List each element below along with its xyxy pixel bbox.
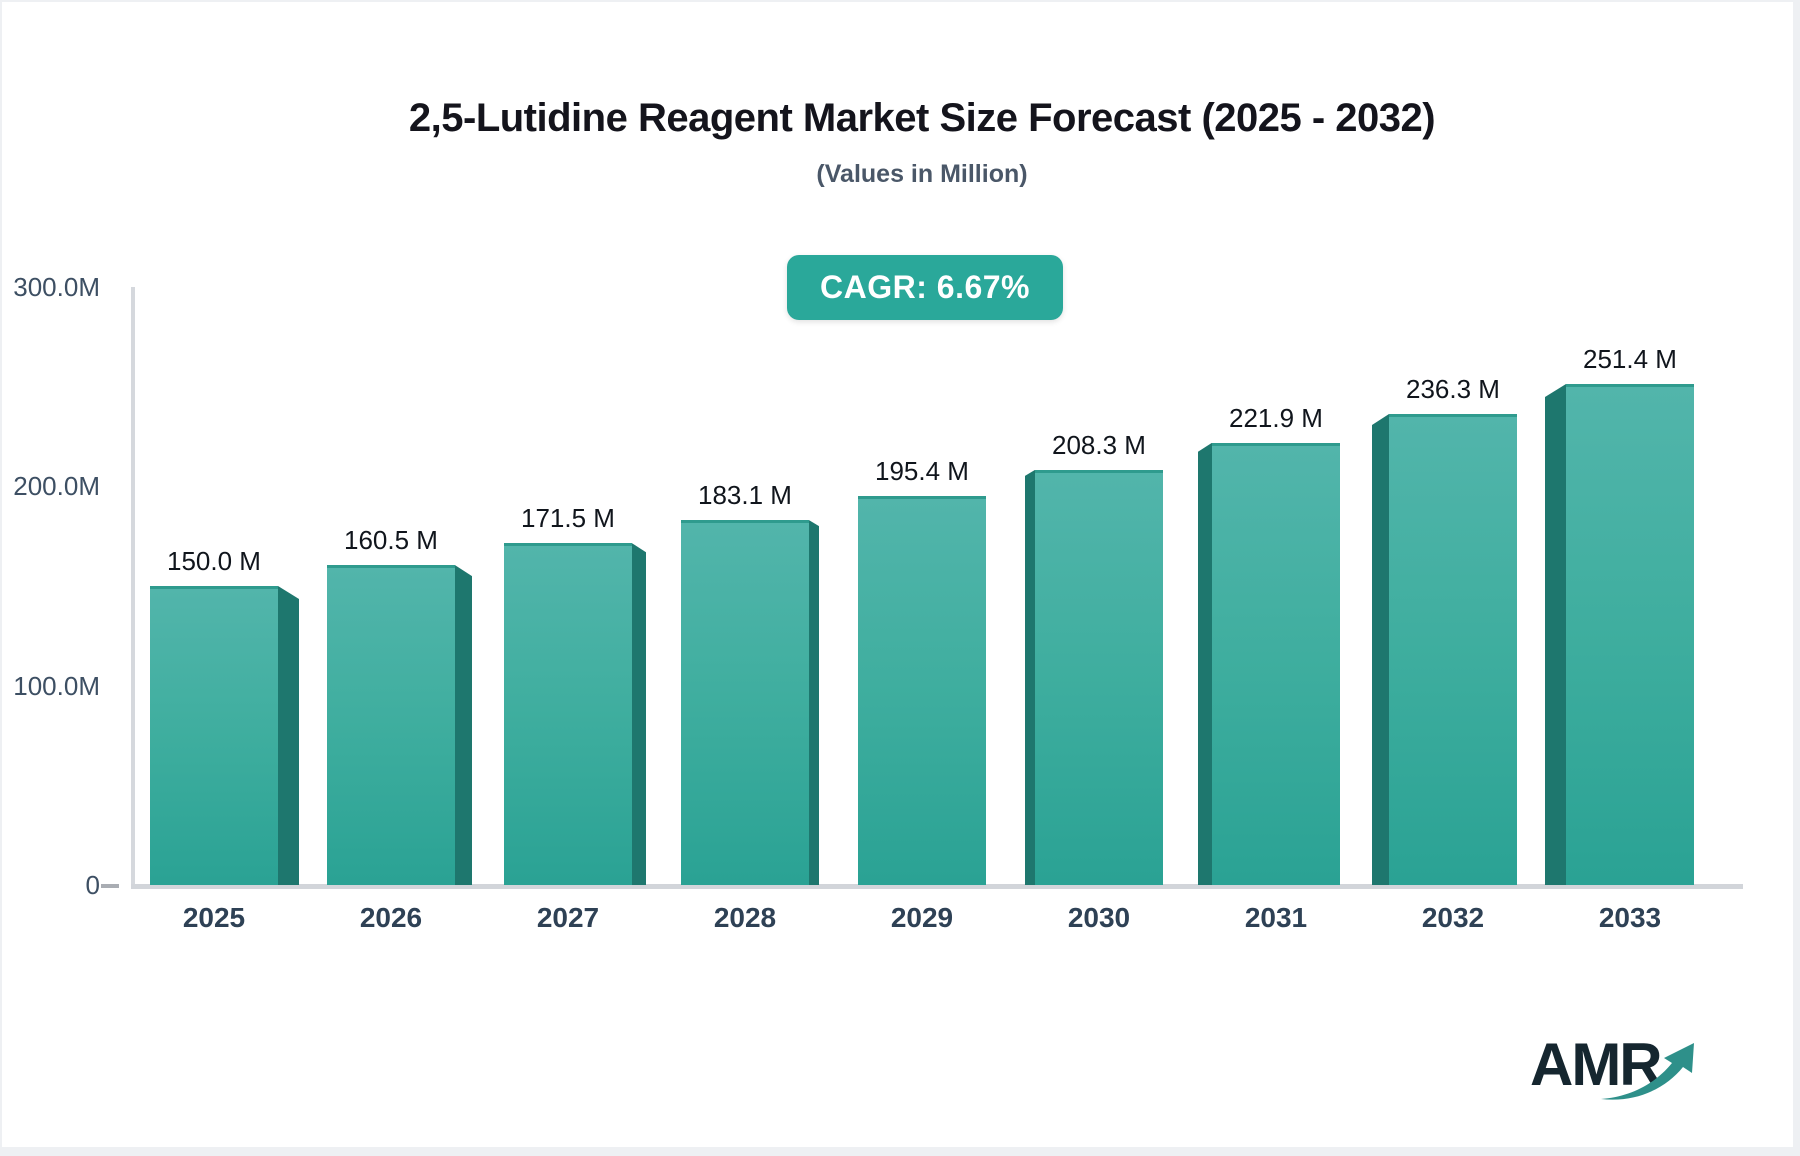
bar-side-2032 xyxy=(1372,414,1389,885)
bar-2027 xyxy=(504,543,632,885)
bar-side-2026 xyxy=(455,565,472,885)
bar-value-label-2032: 236.3 M xyxy=(1406,374,1500,405)
bar-side-2033 xyxy=(1545,383,1566,885)
x-axis-label-2031: 2031 xyxy=(1244,902,1308,933)
amr-logo-text: AMR xyxy=(1530,1031,1663,1098)
zero-tick-mark xyxy=(101,884,119,888)
bar-2029 xyxy=(858,495,986,885)
bar-side-2027 xyxy=(632,543,646,885)
cagr-badge-label: CAGR: 6.67% xyxy=(820,269,1030,305)
bar-value-label-2026: 160.5 M xyxy=(344,525,438,556)
x-axis-label-2029: 2029 xyxy=(890,902,954,933)
bar-2030 xyxy=(1035,469,1163,885)
bar-side-2028 xyxy=(809,520,819,885)
bar-value-label-2025: 150.0 M xyxy=(167,546,261,577)
growth-trend-arrow-icon xyxy=(1601,1043,1694,1100)
bar-value-label-2030: 208.3 M xyxy=(1052,429,1146,460)
bar-value-label-2031: 221.9 M xyxy=(1229,402,1323,433)
bar-2028 xyxy=(681,520,809,885)
x-axis-label-2025: 2025 xyxy=(182,902,246,933)
bar-value-label-2033: 251.4 M xyxy=(1583,343,1677,374)
amr-logo: AMR xyxy=(1530,1032,1720,1112)
x-axis-label-2026: 2026 xyxy=(359,902,423,933)
x-axis-line xyxy=(131,884,1743,889)
x-axis-label-2027: 2027 xyxy=(536,902,600,933)
y-axis-tick-label: 0 xyxy=(85,870,100,900)
x-axis-label-2028: 2028 xyxy=(713,902,777,933)
bar-value-label-2028: 183.1 M xyxy=(698,480,792,511)
bar-2031 xyxy=(1212,442,1340,885)
y-axis-line xyxy=(131,287,135,886)
y-axis-tick-label: 300.0M xyxy=(13,272,100,303)
bar-side-2025 xyxy=(278,586,299,885)
chart-subtitle: (Values in Million) xyxy=(816,160,1028,188)
bar-value-label-2027: 171.5 M xyxy=(521,503,615,534)
y-axis-tick-label: 100.0M xyxy=(13,670,100,701)
x-axis-label-2030: 2030 xyxy=(1067,902,1131,933)
chart-title: 2,5-Lutidine Reagent Market Size Forecas… xyxy=(408,96,1436,140)
bar-value-label-2029: 195.4 M xyxy=(875,455,969,486)
bar-2033 xyxy=(1566,383,1694,885)
x-axis-label-2032: 2032 xyxy=(1421,902,1485,933)
bar-2025 xyxy=(150,586,278,885)
y-axis-tick-label: 200.0M xyxy=(13,471,100,502)
bar-2026 xyxy=(327,565,455,885)
bar-side-2030 xyxy=(1025,469,1035,885)
bar-side-2031 xyxy=(1198,442,1212,885)
bar-2032 xyxy=(1389,414,1517,885)
cagr-badge: CAGR: 6.67% xyxy=(787,255,1063,320)
x-axis-label-2033: 2033 xyxy=(1598,902,1662,933)
